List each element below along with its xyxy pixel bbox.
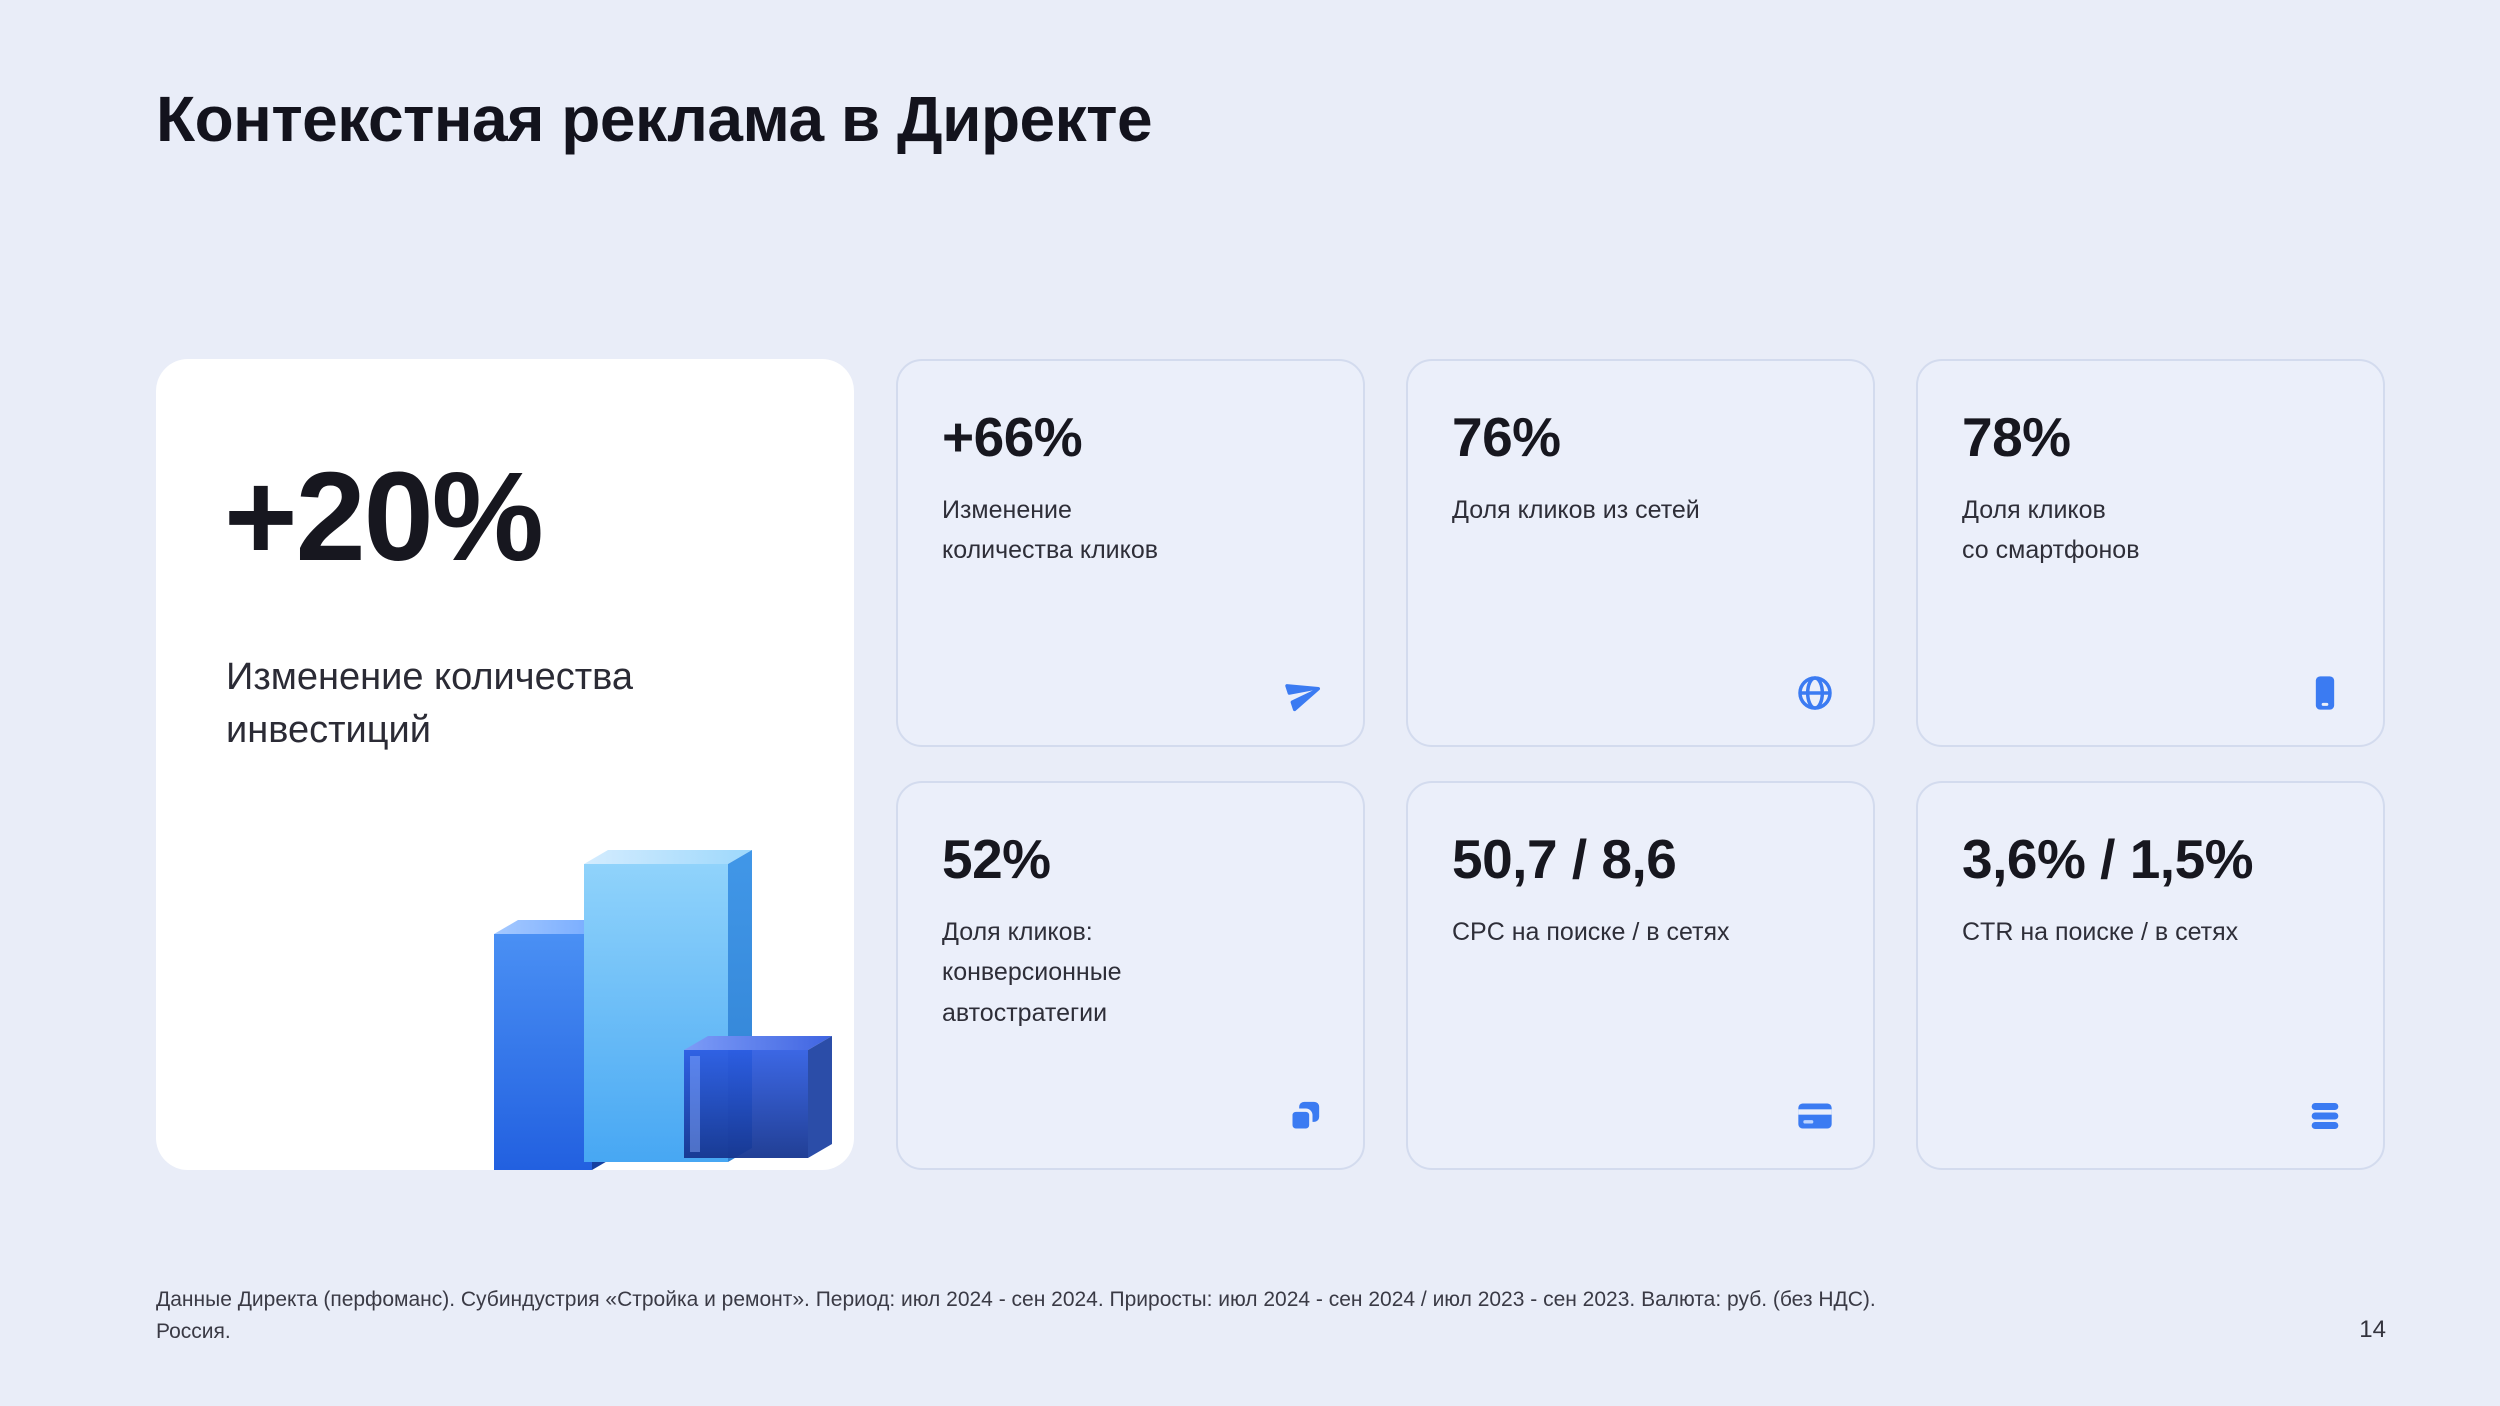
stat-label: Доля кликов из сетей (1452, 495, 1700, 524)
stat-label: CPC на поиске / в сетях (1452, 917, 1730, 946)
page-title: Контекстная реклама в Директе (156, 83, 1153, 155)
stat-value: 76% (1452, 406, 1561, 468)
stat-label: Изменение количества кликов (942, 495, 1159, 565)
globe-icon (1795, 673, 1835, 713)
highlight-value: +20% (224, 446, 544, 587)
stat-card: +66% Изменение количества кликов (896, 359, 1365, 747)
stat-label: Доля кликов со смартфонов (1962, 495, 2140, 565)
stat-value: 3,6% / 1,5% (1962, 828, 2254, 890)
copies-icon (1285, 1096, 1325, 1136)
credit-card-icon (1795, 1096, 1835, 1136)
stat-card: 78% Доля кликов со смартфонов (1916, 359, 2385, 747)
stat-value: 52% (942, 828, 1051, 890)
stat-card: 3,6% / 1,5% CTR на поиске / в сетях (1916, 781, 2385, 1170)
highlight-card: +20% Изменение количества инвестиций (156, 359, 854, 1170)
stack-icon (2305, 1096, 2345, 1136)
highlight-label: Изменение количества инвестиций (226, 656, 633, 752)
page-number: 14 (2359, 1316, 2386, 1343)
send-icon (1285, 673, 1325, 713)
stat-card: 76% Доля кликов из сетей (1406, 359, 1875, 747)
footnote: Данные Директа (перфоманс). Субиндустрия… (156, 1288, 1876, 1343)
smartphone-icon (2305, 673, 2345, 713)
stat-value: +66% (942, 406, 1083, 468)
stat-card: 50,7 / 8,6 CPC на поиске / в сетях (1406, 781, 1875, 1170)
stat-value: 50,7 / 8,6 (1452, 828, 1677, 890)
stat-label: Доля кликов: конверсионные автостратегии (942, 917, 1122, 1027)
bar-chart-illustration (488, 838, 836, 1170)
stat-label: CTR на поиске / в сетях (1962, 917, 2239, 946)
stat-card: 52% Доля кликов: конверсионные автострат… (896, 781, 1365, 1170)
stats-grid: +66% Изменение количества кликов 76% Дол… (896, 359, 2385, 1170)
stat-value: 78% (1962, 406, 2071, 468)
